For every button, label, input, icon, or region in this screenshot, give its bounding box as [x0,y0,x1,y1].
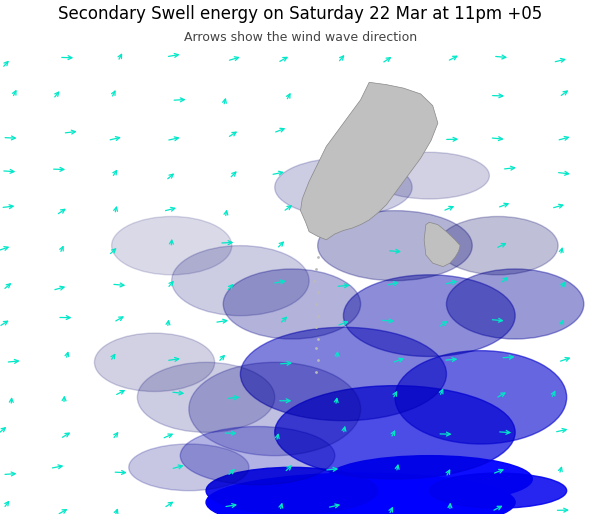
Ellipse shape [343,275,515,357]
Ellipse shape [326,455,532,502]
Text: Arrows show the wind wave direction: Arrows show the wind wave direction [184,31,417,44]
Ellipse shape [206,467,378,514]
Ellipse shape [429,473,567,508]
Ellipse shape [94,333,215,392]
Ellipse shape [275,158,412,216]
Ellipse shape [275,386,515,479]
Text: Secondary Swell energy on Saturday 22 Mar at 11pm +05: Secondary Swell energy on Saturday 22 Ma… [58,5,543,23]
Ellipse shape [395,351,567,444]
Ellipse shape [447,269,584,339]
Polygon shape [424,222,460,267]
Ellipse shape [438,216,558,275]
Ellipse shape [240,327,447,420]
Ellipse shape [206,473,515,514]
Polygon shape [300,82,438,240]
Ellipse shape [172,246,309,316]
Ellipse shape [369,152,489,199]
Ellipse shape [318,211,472,281]
Ellipse shape [129,444,249,491]
Ellipse shape [189,362,361,455]
Ellipse shape [180,427,335,485]
Ellipse shape [138,362,275,432]
Ellipse shape [223,269,361,339]
Ellipse shape [112,216,232,275]
